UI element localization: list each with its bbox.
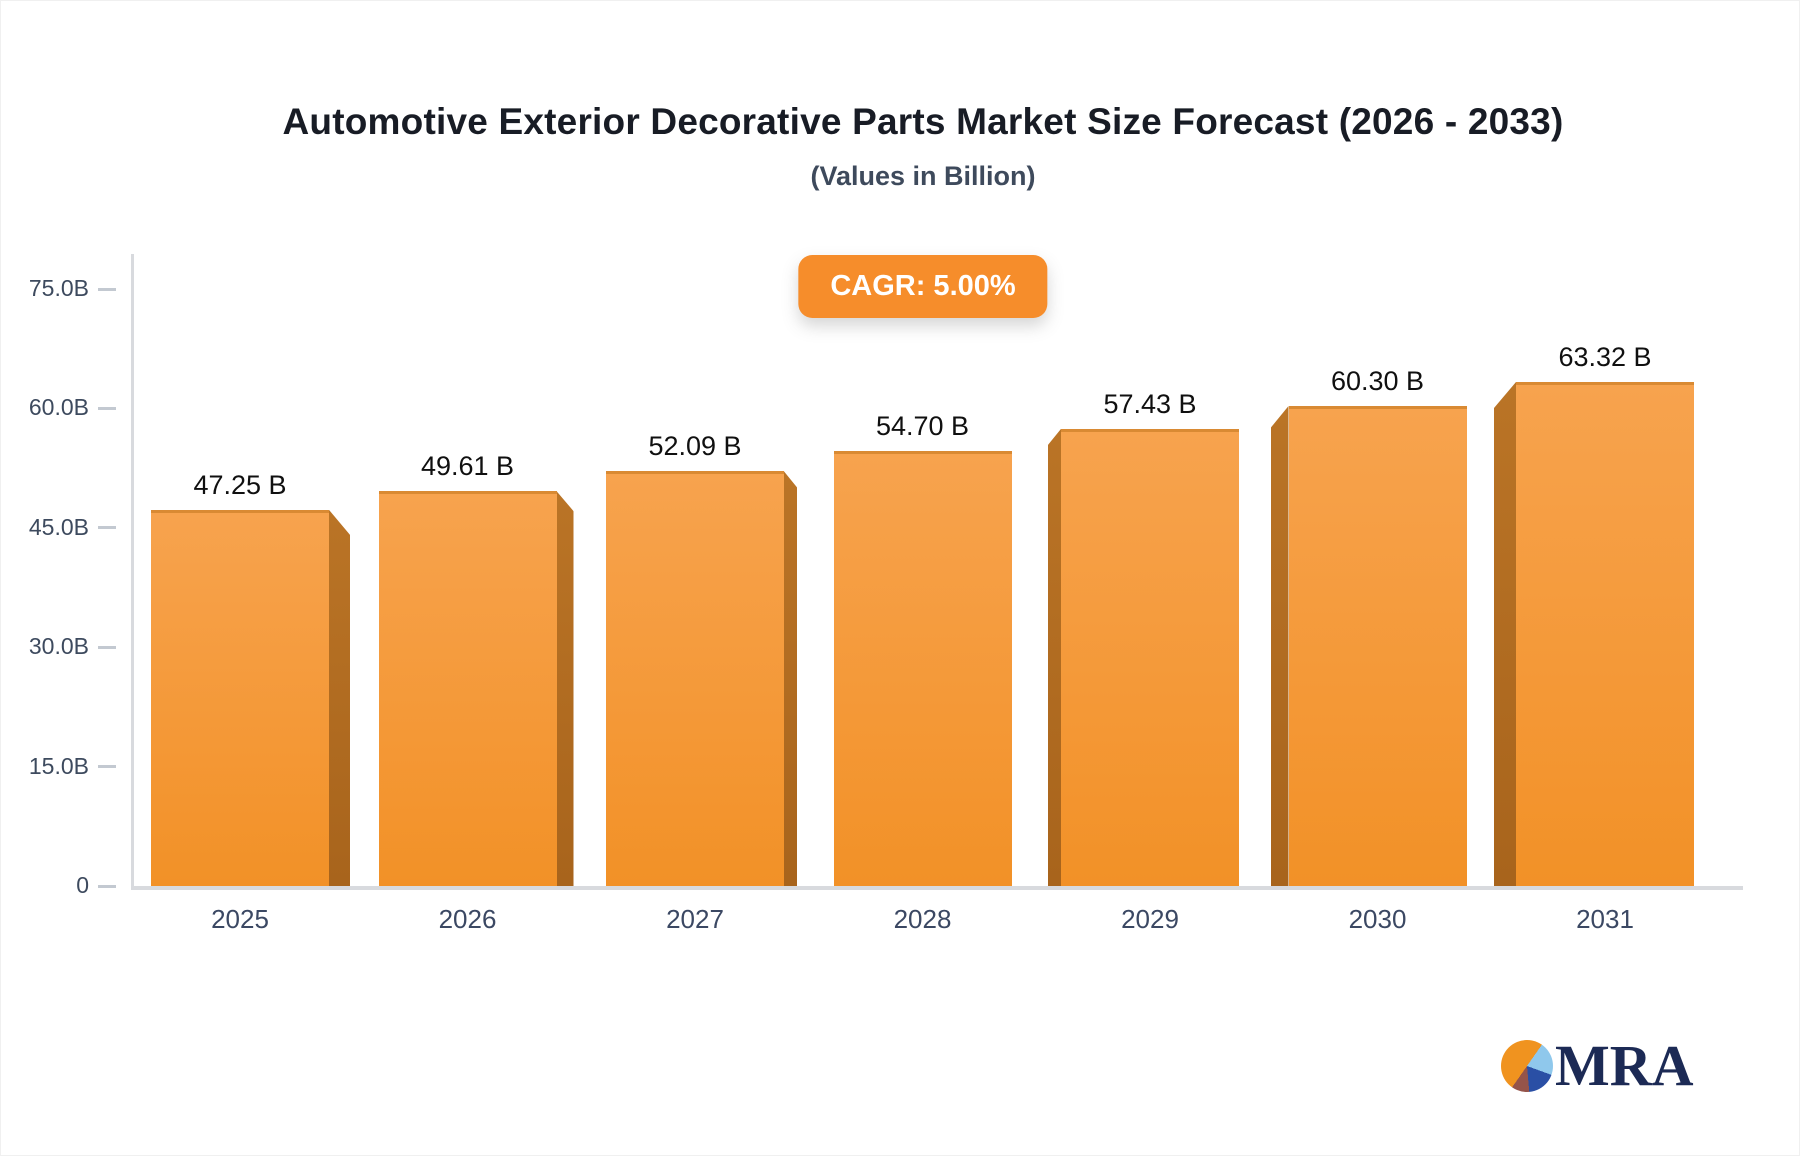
bar-2027 [606,471,784,886]
bar-2030 [1288,406,1467,886]
x-axis-label-2029: 2029 [1121,904,1179,934]
bar-side-face [329,509,350,886]
bar-value-label: 63.32 B [1558,342,1652,372]
bar-value-label: 57.43 B [1103,388,1197,419]
x-axis-baseline [131,886,1743,890]
y-axis-tick-label: 75.0B [28,275,89,301]
bar-side-face [1270,406,1289,886]
y-axis-tick [98,287,116,291]
bar-2029 [1061,428,1239,886]
bar-side-face [1494,382,1516,886]
x-axis-label-2028: 2028 [893,904,952,934]
y-axis-tick-label: 0 [76,872,89,898]
bar-side-face [1048,428,1061,886]
x-axis-label-2027: 2027 [666,904,724,934]
bar-2031 [1516,382,1694,886]
bar-value-label: 49.61 B [420,451,515,482]
x-axis-label-2025: 2025 [211,904,269,934]
y-axis-tick [98,406,116,410]
page-subtitle: (Values in Billion) [810,161,1036,191]
logo-text: MRA [1555,1033,1694,1098]
mra-logo: MRA [1501,1033,1694,1099]
bar-side-face [556,491,574,886]
bar-side-face [784,471,797,886]
y-axis-tick [98,765,116,769]
page-title: Automotive Exterior Decorative Parts Mar… [282,101,1564,142]
y-axis-tick-label: 60.0B [28,394,89,421]
bar-2025 [151,509,329,886]
x-axis-label-2030: 2030 [1348,904,1407,934]
cagr-badge: CAGR: 5.00% [798,255,1048,318]
bar-value-label: 60.30 B [1330,366,1425,396]
bar-2028 [833,450,1012,886]
y-axis-tick-label: 15.0B [28,752,89,779]
y-axis-tick-label: 30.0B [28,633,89,660]
y-axis-tick [98,645,116,649]
pie-chart-logo-icon [1501,1040,1553,1092]
y-axis-tick-label: 45.0B [28,513,89,540]
y-axis-tick [98,526,116,530]
x-axis-label-2031: 2031 [1576,904,1634,934]
y-axis-line [131,254,134,889]
x-axis-label-2026: 2026 [438,904,497,934]
bar-value-label: 47.25 B [193,469,287,500]
bar-value-label: 52.09 B [648,431,742,462]
bar-value-label: 54.70 B [875,410,970,441]
bar-2026 [378,491,557,886]
y-axis-tick [98,884,116,888]
